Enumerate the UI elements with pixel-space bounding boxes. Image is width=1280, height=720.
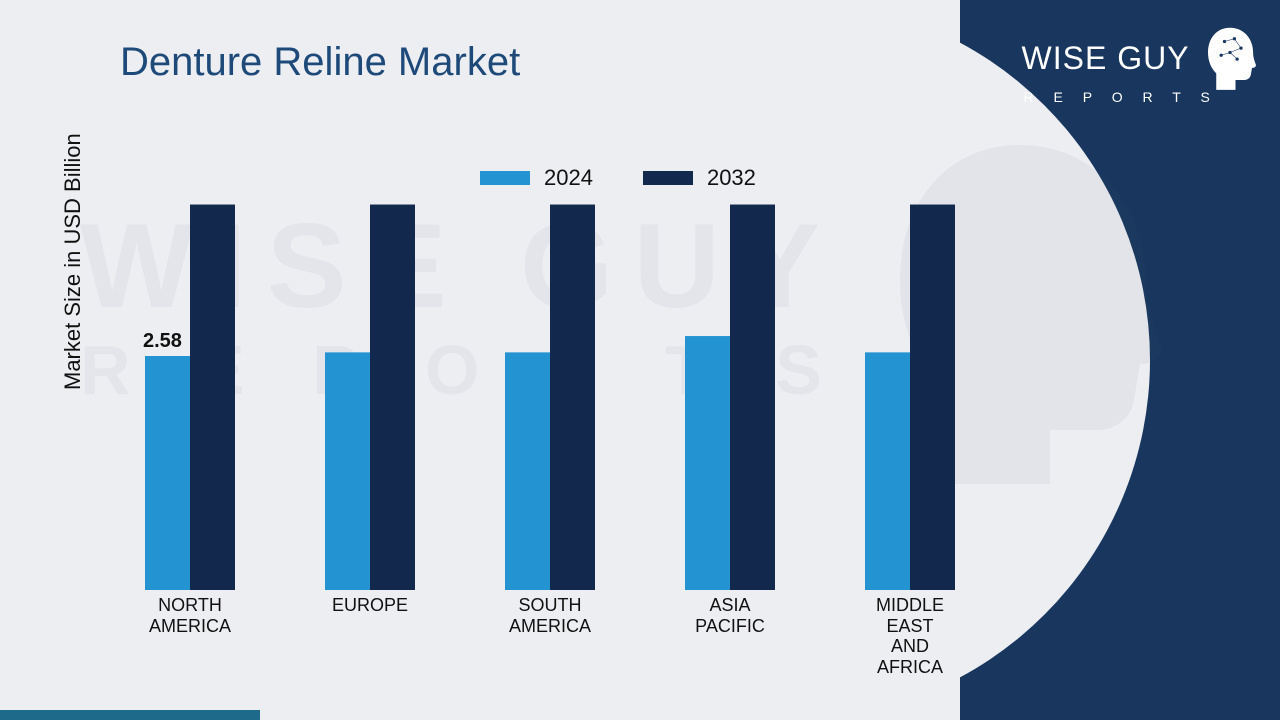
x-label-4: MIDDLEEASTANDAFRICA [845,595,975,678]
brand-main-text: WISE GUY [1022,40,1190,77]
bar-2032-1 [370,205,415,590]
legend-swatch-2024 [480,171,530,185]
chart-title: Denture Reline Market [120,40,520,85]
brand-head-icon [1200,25,1260,91]
legend-item-2024: 2024 [480,165,593,191]
bar-2032-2 [550,205,595,590]
legend-swatch-2032 [643,171,693,185]
bar-2032-4 [910,205,955,590]
page-root: WISE GUY R E P O R T S Denture Reline Ma… [0,0,1280,720]
brand-sub-text: R E P O R T S [1024,89,1260,105]
chart-area [120,200,970,590]
y-axis-label: Market Size in USD Billion [60,133,86,390]
bar-2024-0 [145,356,190,590]
legend-item-2032: 2032 [643,165,756,191]
bar-2024-3 [685,336,730,590]
bar-2032-0 [190,205,235,590]
x-label-0: NORTHAMERICA [125,595,255,636]
bar-2024-1 [325,352,370,590]
bar-2032-3 [730,205,775,590]
bar-2024-4 [865,352,910,590]
x-label-2: SOUTHAMERICA [485,595,615,636]
x-label-1: EUROPE [305,595,435,616]
bottom-accent-bar [0,710,260,720]
legend-label-2024: 2024 [544,165,593,191]
bar-plot [120,200,970,590]
bar-2024-2 [505,352,550,590]
x-label-3: ASIAPACIFIC [665,595,795,636]
legend: 2024 2032 [480,165,756,191]
legend-label-2032: 2032 [707,165,756,191]
brand-logo: WISE GUY R E P O R T S [1022,25,1260,105]
data-label-0: 2.58 [143,330,182,353]
